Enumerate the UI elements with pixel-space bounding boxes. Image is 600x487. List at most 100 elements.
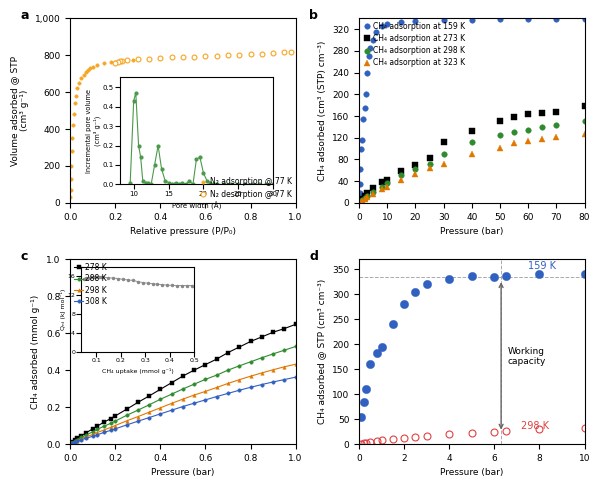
CH₄ adsorption at 273 K — [357, 198, 364, 204]
N₂ desorption @ 77 K — [247, 51, 254, 57]
N₂ adsorption @ 77 K — [71, 100, 78, 106]
278 K — [236, 344, 243, 350]
Line: N₂ adsorption @ 77 K: N₂ adsorption @ 77 K — [68, 50, 293, 199]
298 K — [168, 400, 175, 406]
278 K — [168, 380, 175, 386]
288 K — [213, 372, 220, 378]
308 K — [68, 441, 75, 447]
308 K — [224, 391, 232, 396]
N₂ adsorption @ 77 K — [157, 55, 164, 61]
278 K — [224, 350, 232, 356]
CH₄ adsorption at 323 K — [440, 161, 447, 167]
CH₄ adsorption at 159 K — [362, 92, 370, 97]
278 K — [78, 433, 85, 439]
288 K — [292, 343, 299, 349]
CH₄ adsorption at 323 K — [412, 171, 419, 177]
CH₄ adsorption at 159 K — [412, 18, 419, 24]
CH₄ adsorption at 159 K — [383, 21, 391, 27]
308 K — [179, 404, 187, 410]
298 K — [69, 440, 76, 446]
278 K — [145, 393, 152, 399]
278 K — [157, 386, 164, 392]
CH₄ adsorption at 323 K — [553, 134, 560, 140]
288 K — [224, 367, 232, 373]
CH₄ adsorption at 323 K — [581, 131, 588, 137]
N₂ desorption @ 77 K — [123, 57, 130, 63]
N₂ adsorption @ 77 K — [100, 60, 107, 66]
278 K — [112, 413, 119, 419]
308 K — [78, 437, 85, 443]
308 K — [202, 397, 209, 403]
308 K — [269, 379, 277, 385]
288 K — [100, 423, 107, 429]
298 K — [107, 425, 115, 431]
Legend: CH₄ adsorption at 159 K, CH₄ adsorption at 273 K, CH₄ adsorption at 298 K, CH₄ a: CH₄ adsorption at 159 K, CH₄ adsorption … — [363, 22, 465, 67]
CH₄ adsorption at 298 K — [524, 127, 532, 132]
CH₄ adsorption at 298 K — [370, 189, 377, 195]
278 K — [202, 362, 209, 368]
N₂ adsorption @ 77 K — [107, 59, 115, 65]
278 K — [94, 423, 101, 429]
278 K — [247, 338, 254, 344]
N₂ adsorption @ 77 K — [247, 51, 254, 57]
288 K — [123, 412, 130, 418]
CH₄ adsorption at 273 K — [364, 190, 371, 196]
CH₄ adsorption at 159 K — [378, 23, 385, 29]
288 K — [107, 420, 115, 426]
N₂ adsorption @ 77 K — [112, 59, 119, 65]
Y-axis label: CH₄ adsorbed @ STP (cm³ cm⁻³): CH₄ adsorbed @ STP (cm³ cm⁻³) — [317, 279, 326, 424]
N₂ desorption @ 77 K — [236, 52, 243, 58]
Line: N₂ desorption @ 77 K: N₂ desorption @ 77 K — [113, 49, 293, 65]
CH₄ adsorption at 323 K — [496, 145, 503, 150]
CH₄ adsorption at 323 K — [511, 140, 518, 146]
CH₄ adsorption at 298 K — [358, 197, 365, 203]
308 K — [213, 393, 220, 399]
Line: 298 K: 298 K — [70, 362, 298, 445]
288 K — [112, 418, 119, 424]
288 K — [94, 427, 101, 432]
Line: 288 K: 288 K — [70, 345, 298, 445]
CH₄ adsorption at 159 K — [357, 166, 364, 171]
308 K — [134, 418, 142, 424]
Line: CH₄ adsorption at 273 K: CH₄ adsorption at 273 K — [356, 103, 587, 206]
298 K — [224, 380, 232, 386]
N₂ adsorption @ 77 K — [69, 122, 76, 128]
308 K — [112, 426, 119, 432]
CH₄ adsorption at 273 K — [356, 200, 363, 206]
N₂ adsorption @ 77 K — [67, 176, 74, 182]
308 K — [123, 422, 130, 428]
Line: 308 K: 308 K — [70, 375, 298, 446]
CH₄ adsorption at 159 K — [468, 17, 475, 23]
278 K — [100, 419, 107, 425]
N₂ adsorption @ 77 K — [258, 51, 265, 56]
Y-axis label: Volume adsorbed @ STP
(cm³ g⁻¹): Volume adsorbed @ STP (cm³ g⁻¹) — [10, 56, 29, 166]
298 K — [145, 409, 152, 415]
308 K — [89, 433, 96, 439]
CH₄ adsorption at 159 K — [356, 190, 363, 196]
Text: c: c — [20, 250, 28, 263]
288 K — [247, 359, 254, 365]
N₂ adsorption @ 77 K — [116, 58, 124, 64]
CH₄ adsorption at 298 K — [539, 124, 546, 130]
298 K — [179, 396, 187, 402]
CH₄ adsorption at 159 K — [364, 70, 371, 75]
CH₄ adsorption at 159 K — [553, 17, 560, 22]
CH₄ adsorption at 159 K — [398, 19, 405, 25]
CH₄ adsorption at 323 K — [370, 191, 377, 197]
298 K — [89, 431, 96, 437]
288 K — [269, 351, 277, 357]
N₂ adsorption @ 77 K — [73, 86, 80, 92]
CH₄ adsorption at 323 K — [358, 198, 365, 204]
298 K — [292, 361, 299, 367]
CH₄ adsorption at 323 K — [426, 165, 433, 170]
278 K — [68, 440, 75, 446]
278 K — [269, 329, 277, 335]
N₂ desorption @ 77 K — [224, 52, 232, 58]
CH₄ adsorption at 298 K — [378, 184, 385, 189]
N₂ adsorption @ 77 K — [67, 187, 74, 193]
298 K — [73, 438, 80, 444]
N₂ adsorption @ 77 K — [76, 80, 83, 86]
288 K — [89, 429, 96, 435]
X-axis label: Relative pressure (P/P₀): Relative pressure (P/P₀) — [130, 227, 236, 236]
278 K — [71, 437, 78, 443]
